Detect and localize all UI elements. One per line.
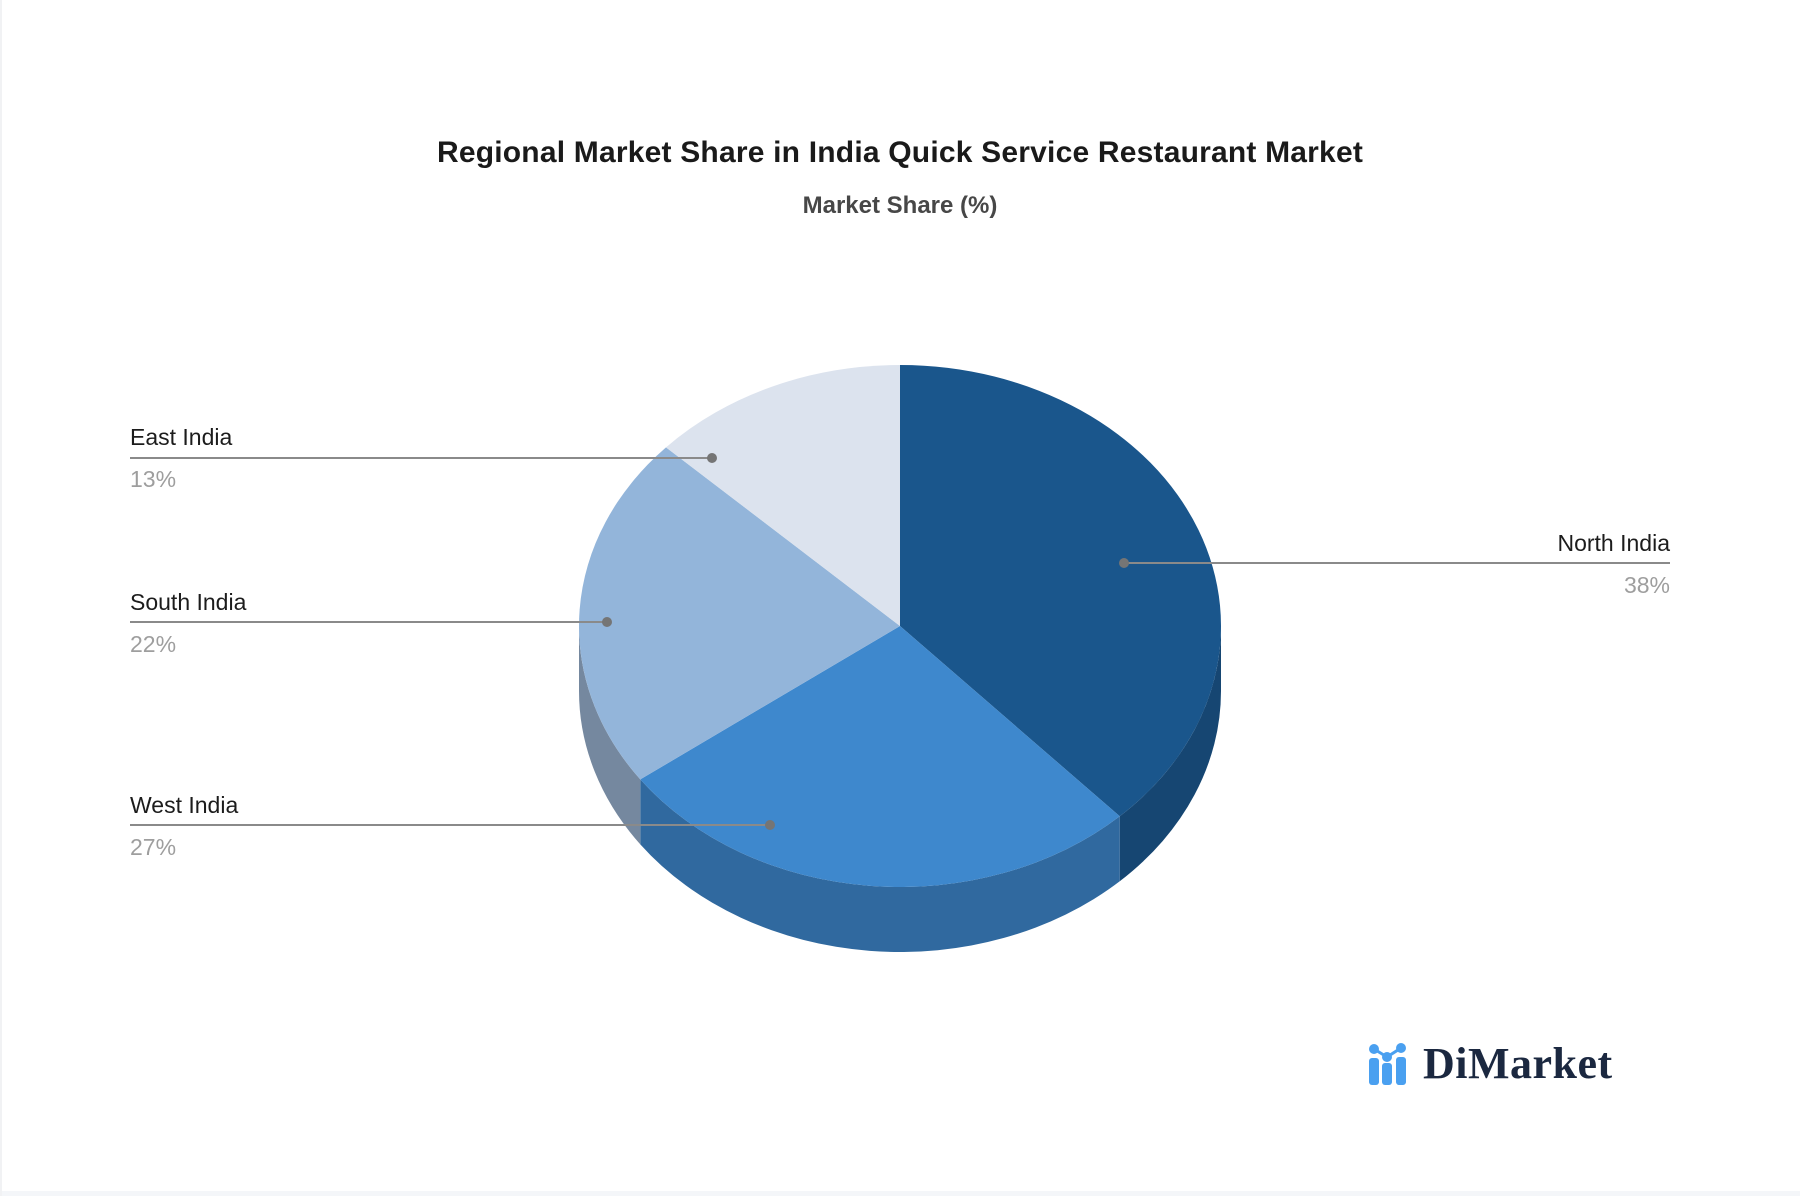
callout-south-india: South India 22% — [130, 588, 246, 658]
callout-label: North India — [1557, 530, 1670, 556]
pie-slice-side-west-india — [640, 779, 1120, 952]
pie-slice-south-india[interactable] — [579, 447, 900, 780]
callout-value: 22% — [130, 631, 177, 657]
callout-label: West India — [130, 792, 239, 818]
callout-dot-west-india — [765, 820, 775, 830]
callout-north-india: North India 38% — [1557, 529, 1670, 599]
page-left-edge — [0, 0, 2, 1196]
dimarket-logo: DiMarket — [1366, 1038, 1613, 1089]
chart-title: Regional Market Share in India Quick Ser… — [436, 136, 1364, 169]
callout-dot-north-india — [1119, 558, 1129, 568]
callout-west-india: West India 27% — [130, 791, 238, 861]
pie-slice-east-india[interactable] — [666, 365, 900, 626]
page-bottom-edge — [0, 1191, 1800, 1196]
bar-chart-logo-icon — [1369, 1042, 1406, 1085]
pie-slice-side-north-india — [1119, 626, 1221, 882]
pie-slice-west-india[interactable] — [640, 626, 1120, 887]
callout-value: 13% — [130, 466, 177, 492]
callout-dot-east-india — [707, 453, 717, 463]
pie-slice-side-south-india — [579, 626, 641, 845]
callout-east-india: East India 13% — [130, 423, 232, 493]
callout-label: South India — [130, 589, 247, 615]
callout-label: East India — [130, 424, 233, 450]
callout-dot-south-india — [602, 617, 612, 627]
pie-slice-north-india[interactable] — [900, 365, 1221, 817]
logo-text: DiMarket — [1423, 1039, 1613, 1088]
callout-value: 38% — [1623, 572, 1670, 598]
callout-value: 27% — [130, 834, 177, 860]
chart-subtitle: Market Share (%) — [802, 192, 998, 219]
